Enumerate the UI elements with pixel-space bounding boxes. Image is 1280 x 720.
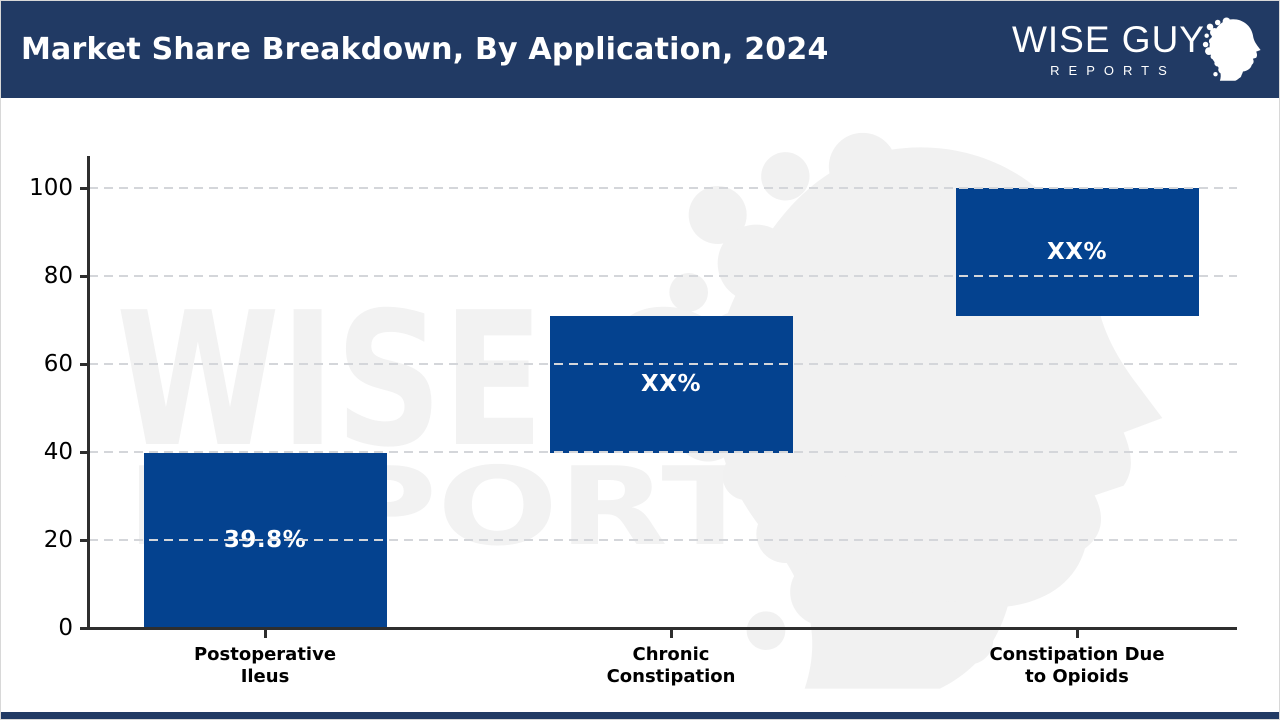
logo-text: WISE GUY REPORTS <box>1012 21 1205 78</box>
category-label: Chronic Constipation <box>501 644 841 688</box>
category-label: Constipation Due to Opioids <box>907 644 1247 688</box>
y-axis-line <box>87 156 90 630</box>
y-tick-mark <box>80 450 89 454</box>
logo-wise-guy-text: WISE GUY <box>1011 19 1205 60</box>
bar-value-label: XX% <box>640 371 701 398</box>
category-label-line: Postoperative <box>193 644 337 665</box>
category-label-line: Chronic <box>632 644 710 665</box>
y-axis-tick-label: 0 <box>58 615 73 641</box>
logo-reports-text: REPORTS <box>1050 63 1176 78</box>
y-tick-mark <box>80 538 89 542</box>
gridline-60 <box>89 363 1237 365</box>
y-axis-tick-label: 80 <box>43 263 73 289</box>
gridline-80 <box>89 275 1237 277</box>
wise-guy-reports-logo: WISE GUY REPORTS <box>1012 8 1265 92</box>
category-label: Postoperative Ileus <box>95 644 435 688</box>
bar-segment: XX% <box>955 188 1199 316</box>
y-tick-mark <box>80 274 89 278</box>
gridline-20 <box>89 539 1237 541</box>
category-label-line: Constipation <box>606 666 736 687</box>
bar-segment: XX% <box>549 315 793 453</box>
y-tick-mark <box>80 186 89 190</box>
footer-bar <box>1 712 1279 719</box>
y-tick-mark <box>80 362 89 366</box>
x-tick-mark <box>263 630 267 638</box>
x-axis-line <box>89 627 1237 630</box>
page-title: Market Share Breakdown, By Application, … <box>21 32 829 67</box>
logo-face-icon <box>1202 17 1261 81</box>
gridline-100 <box>89 187 1237 189</box>
y-axis-tick-label: 20 <box>43 527 73 553</box>
category-label-line: Constipation Due <box>989 644 1165 665</box>
y-axis-tick-label: 100 <box>29 175 73 201</box>
y-axis-tick-label: 40 <box>43 439 73 465</box>
bar-value-label: XX% <box>1046 238 1107 265</box>
gridline-40 <box>89 451 1237 453</box>
chart-area: WISE GUY REPORTS 0 20 40 60 80 100 39.8% Postop… <box>1 98 1279 712</box>
category-label-line: Ileus <box>240 666 290 687</box>
x-tick-mark <box>1075 630 1079 638</box>
y-axis-tick-label: 60 <box>43 351 73 377</box>
header-bar: Market Share Breakdown, By Application, … <box>1 1 1279 98</box>
y-tick-mark <box>80 626 89 630</box>
x-tick-mark <box>669 630 673 638</box>
category-label-line: to Opioids <box>1025 666 1129 687</box>
